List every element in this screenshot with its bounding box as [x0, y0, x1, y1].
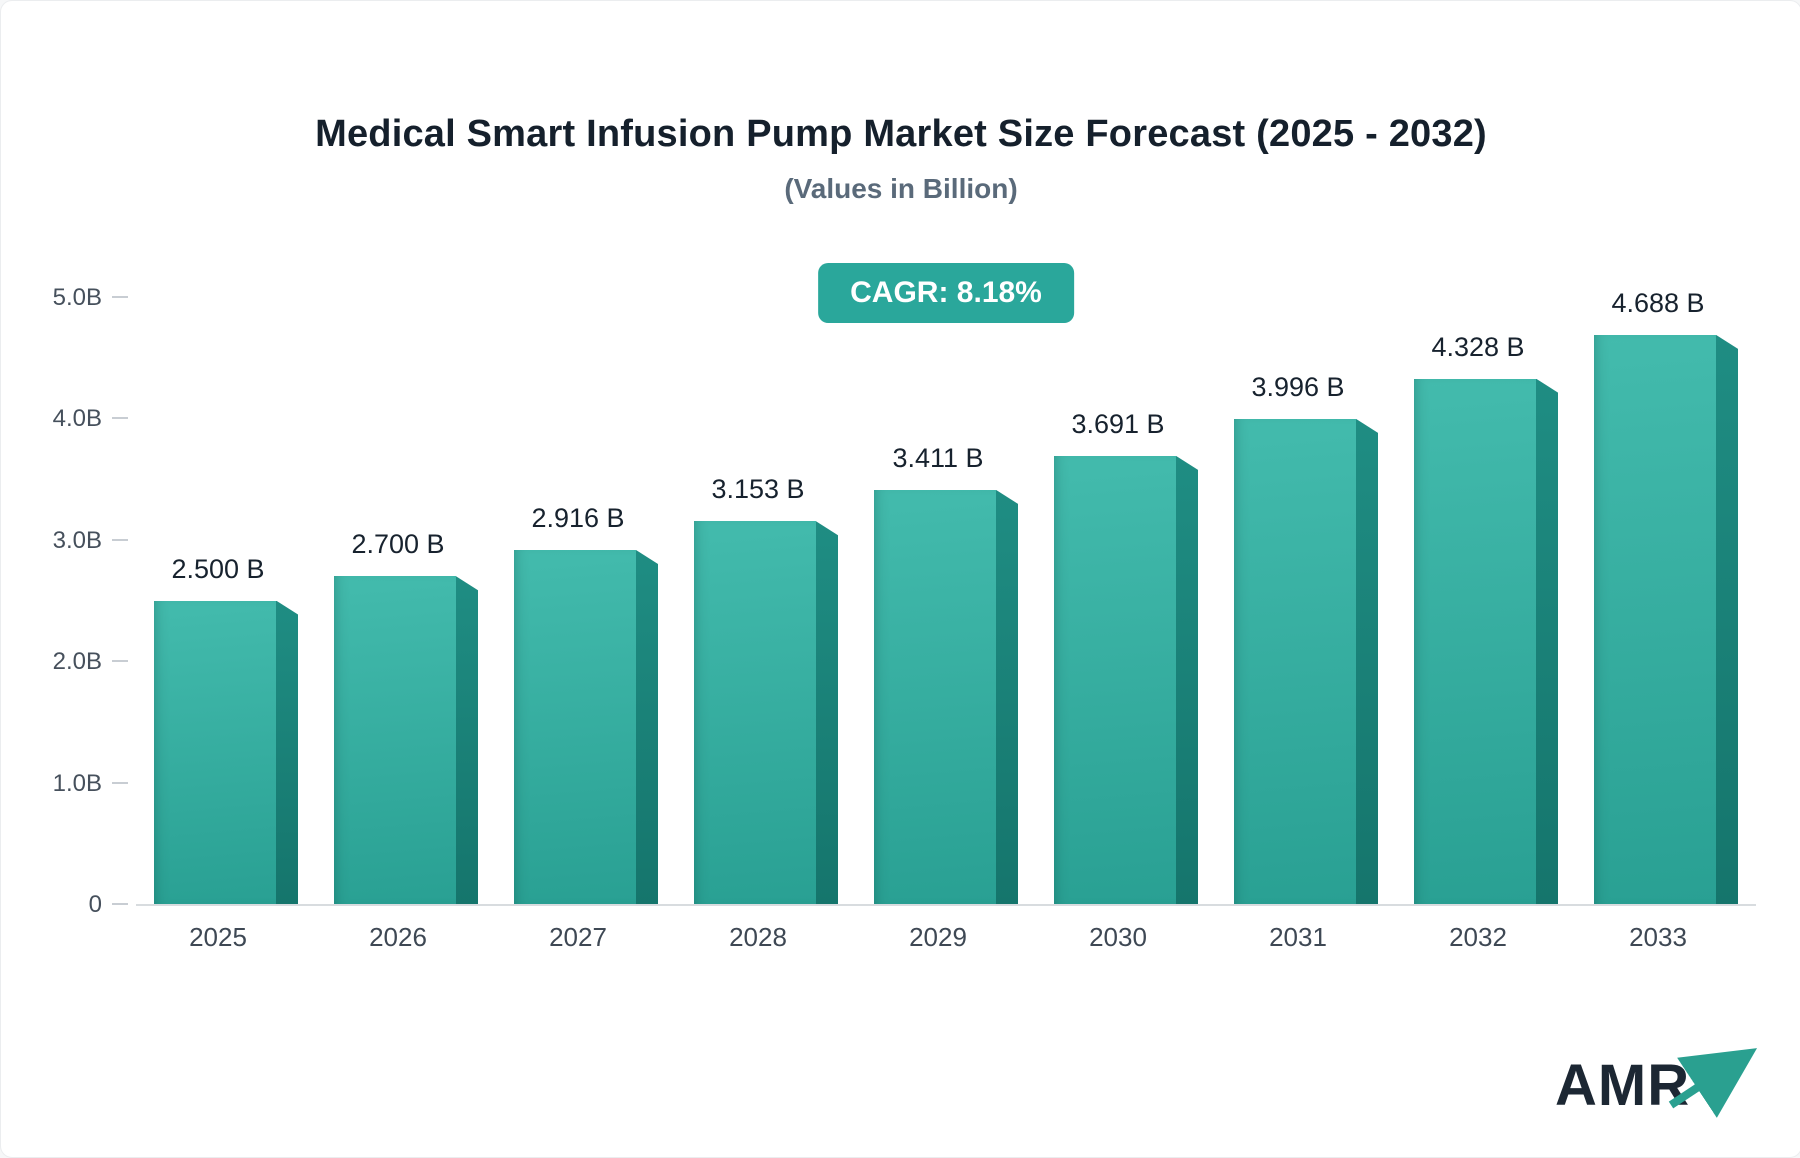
bar-2032: [1414, 378, 1558, 904]
y-axis-tick-label: 0: [88, 891, 102, 918]
bar-side-face: [1716, 334, 1738, 904]
bar-front-face: [1054, 455, 1176, 904]
bar-value-label: 3.691 B: [1071, 408, 1165, 439]
bar-group-2030: 3.691 B 2030: [1036, 297, 1216, 952]
x-axis-label: 2029: [909, 922, 967, 952]
chart-subtitle: (Values in Billion): [784, 173, 1018, 204]
bar-value-label: 4.328 B: [1431, 331, 1525, 362]
bar-side-face: [456, 576, 478, 904]
y-axis-tick-mark: [112, 781, 128, 784]
y-axis-tick-label: 3.0B: [52, 526, 102, 554]
y-axis-tick-label: 5.0B: [52, 284, 102, 311]
y-axis-tick-label: 2.0B: [52, 648, 102, 676]
bar-front-face: [874, 489, 996, 904]
bar-group-2032: 4.328 B 2032: [1396, 297, 1576, 952]
bar-2029: [874, 489, 1018, 904]
logo-text: AMR: [1555, 1053, 1691, 1118]
bar-side-face: [1356, 418, 1378, 904]
bar-side-face: [1536, 378, 1558, 904]
x-axis-label: 2025: [189, 922, 247, 952]
y-axis-tick-mark: [112, 660, 128, 663]
bar-value-label: 3.153 B: [711, 474, 805, 505]
y-axis-tick-label: 1.0B: [52, 769, 102, 797]
x-axis-label: 2030: [1089, 922, 1147, 952]
y-axis-tick-mark: [112, 417, 128, 420]
bar-group-2027: 2.916 B 2027: [496, 297, 676, 952]
bar-value-label: 4.688 B: [1611, 287, 1705, 318]
bar-front-face: [154, 600, 276, 904]
y-axis-tick-mark: [112, 538, 128, 541]
bar-2030: [1054, 455, 1198, 904]
bar-group-2025: 2.500 B 2025: [136, 297, 316, 952]
y-axis-tick-mark: [112, 296, 128, 298]
bar-front-face: [1594, 334, 1716, 904]
bar-side-face: [996, 489, 1018, 904]
bar-2033: [1594, 334, 1738, 904]
bar-2025: [154, 600, 298, 904]
x-axis-label: 2026: [369, 922, 427, 952]
bar-front-face: [1234, 418, 1356, 904]
bar-side-face: [276, 600, 298, 904]
bar-2028: [694, 521, 838, 904]
bar-group-2026: 2.700 B 2026: [316, 297, 496, 952]
bar-value-label: 2.500 B: [171, 553, 265, 584]
bar-value-label: 2.916 B: [531, 503, 625, 533]
y-axis: 5.0B 4.0B 3.0B 2.0B 1.0B 0: [1, 284, 136, 918]
bar-side-face: [636, 550, 658, 904]
x-axis-label: 2027: [549, 922, 607, 952]
bar-value-label: 3.996 B: [1251, 371, 1345, 402]
trend-up-arrow-icon: [1668, 1048, 1758, 1118]
bar-side-face: [816, 521, 838, 904]
bar-2031: [1234, 418, 1378, 904]
bar-side-face: [1176, 455, 1198, 904]
bar-front-face: [694, 521, 816, 904]
x-axis-label: 2028: [729, 922, 787, 952]
bar-2026: [334, 576, 478, 904]
plot-area: 2.500 B 2025 2.700 B 2026 2.916 B 2027 3.153 B…: [136, 288, 1756, 952]
bar-front-face: [514, 550, 636, 904]
x-axis-label: 2031: [1269, 922, 1327, 952]
y-axis-tick-mark: [112, 903, 128, 905]
bar-value-label: 3.411 B: [892, 442, 984, 473]
bar-front-face: [334, 576, 456, 904]
bar-group-2029: 3.411 B 2029: [856, 297, 1036, 952]
y-axis-tick-label: 4.0B: [52, 405, 102, 433]
amr-logo: AMR: [1555, 1048, 1758, 1119]
x-axis-label: 2032: [1449, 922, 1507, 952]
bar-group-2028: 3.153 B 2028: [676, 297, 856, 952]
bar-value-label: 2.700 B: [351, 529, 445, 560]
bar-2027: [514, 550, 658, 904]
bar-group-2033: 4.688 B 2033: [1576, 288, 1756, 952]
bar-front-face: [1414, 378, 1536, 904]
bar-group-2031: 3.996 B 2031: [1216, 297, 1396, 952]
x-axis-label: 2033: [1629, 922, 1687, 952]
cagr-badge: CAGR: 8.18%: [818, 263, 1074, 323]
chart-title: Medical Smart Infusion Pump Market Size …: [315, 113, 1487, 155]
